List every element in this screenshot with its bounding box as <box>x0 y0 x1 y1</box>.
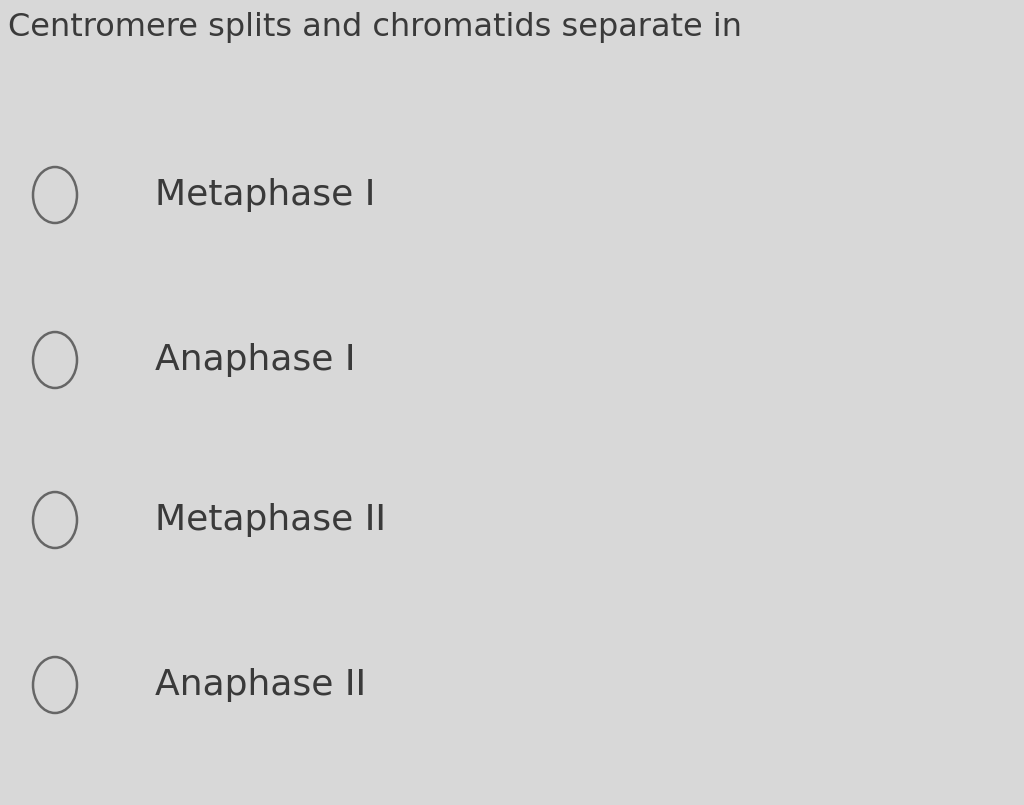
Text: Centromere splits and chromatids separate in: Centromere splits and chromatids separat… <box>8 12 742 43</box>
Text: Metaphase II: Metaphase II <box>155 503 386 537</box>
Text: Anaphase I: Anaphase I <box>155 343 355 377</box>
Text: Metaphase I: Metaphase I <box>155 178 376 212</box>
Text: Anaphase II: Anaphase II <box>155 668 367 702</box>
